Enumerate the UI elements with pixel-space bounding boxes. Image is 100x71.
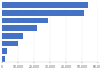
Bar	[2, 25, 37, 31]
Bar	[2, 33, 23, 39]
Bar	[2, 56, 5, 62]
Bar	[2, 48, 7, 54]
Bar	[2, 41, 18, 46]
Bar	[2, 2, 88, 8]
Bar	[2, 10, 84, 16]
Bar	[2, 18, 48, 23]
